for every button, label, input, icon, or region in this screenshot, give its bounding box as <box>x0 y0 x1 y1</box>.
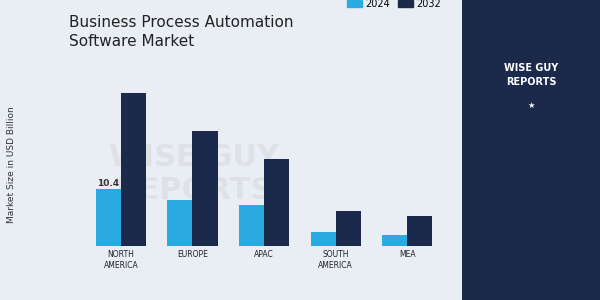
Bar <box>335 211 361 246</box>
Legend: 2024, 2032: 2024, 2032 <box>343 0 445 13</box>
Bar <box>407 216 432 246</box>
Bar <box>311 232 335 246</box>
Text: ★: ★ <box>527 100 535 109</box>
Bar <box>96 189 121 246</box>
Bar <box>121 93 146 246</box>
Text: Business Process Automation
Software Market: Business Process Automation Software Mar… <box>70 15 294 49</box>
Bar <box>167 200 193 246</box>
Text: Market Size in USD Billion: Market Size in USD Billion <box>7 106 16 224</box>
Text: WISE GUY
REPORTS: WISE GUY REPORTS <box>504 63 558 87</box>
Text: 10.4: 10.4 <box>97 179 119 188</box>
Bar <box>239 205 264 246</box>
Bar <box>193 131 218 246</box>
Bar <box>264 159 289 246</box>
Text: WISE GUY
REPORTS: WISE GUY REPORTS <box>109 143 279 205</box>
Bar <box>382 235 407 246</box>
